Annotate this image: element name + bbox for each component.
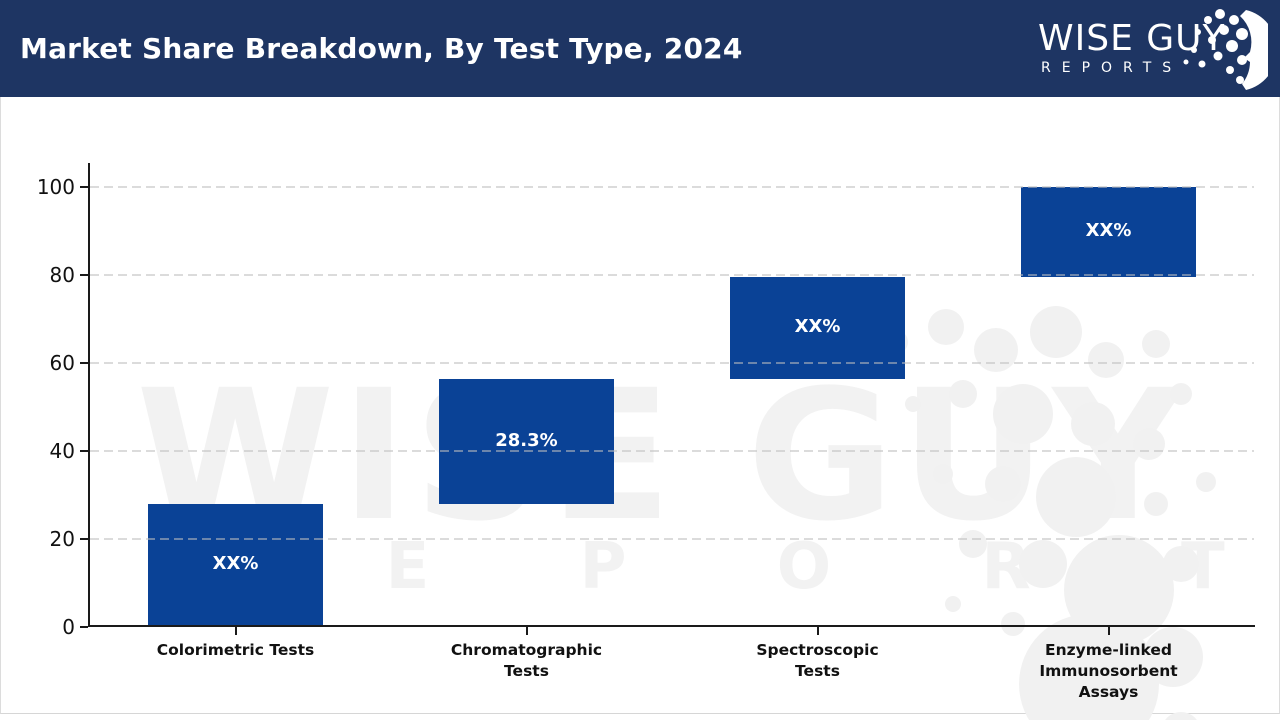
y-tick-mark xyxy=(80,186,88,188)
x-tick-mark xyxy=(816,627,819,635)
gridline xyxy=(90,362,1254,364)
gridline xyxy=(90,450,1254,452)
x-axis-line xyxy=(88,625,1255,627)
y-tick-label: 60 xyxy=(49,351,75,375)
x-category-label: Colorimetric Tests xyxy=(156,641,315,659)
bar-value-label: XX% xyxy=(1085,219,1132,241)
y-axis-line xyxy=(88,163,90,627)
logo-subtext: REPORTS xyxy=(1041,60,1183,76)
y-tick-mark xyxy=(80,450,88,452)
x-tick-mark xyxy=(234,627,237,635)
y-tick-label: 0 xyxy=(62,615,75,639)
gridline xyxy=(90,538,1254,540)
x-category-label: Chromatographic Tests xyxy=(450,641,603,680)
bar-value-label: 28.3% xyxy=(495,429,558,451)
y-tick-label: 40 xyxy=(49,439,75,463)
y-tick-label: 80 xyxy=(49,263,75,287)
waterfall-bar xyxy=(1021,187,1196,277)
y-tick-mark xyxy=(80,362,88,364)
logo-face-dots-icon xyxy=(1183,9,1268,90)
waterfall-bar xyxy=(148,503,323,627)
gridline xyxy=(90,274,1254,276)
logo-text: WISE GUY REPORTS xyxy=(1038,20,1226,77)
gridline xyxy=(90,186,1254,188)
y-tick-mark xyxy=(80,274,88,276)
x-category-label: Enzyme-linked Immunosorbent Assays xyxy=(1039,641,1178,701)
y-tick-mark xyxy=(80,538,88,540)
x-category-label: Spectroscopic Tests xyxy=(756,641,879,680)
bar-value-label: XX% xyxy=(212,553,259,575)
y-tick-label: 20 xyxy=(49,527,75,551)
waterfall-bar xyxy=(439,379,614,504)
page-title: Market Share Breakdown, By Test Type, 20… xyxy=(20,32,743,65)
header: Market Share Breakdown, By Test Type, 20… xyxy=(0,0,1280,97)
y-tick-label: 100 xyxy=(36,175,75,199)
x-tick-mark xyxy=(1107,627,1110,635)
x-tick-mark xyxy=(525,627,528,635)
bar-value-label: XX% xyxy=(794,316,841,338)
y-tick-mark xyxy=(80,626,88,628)
wise-guy-reports-logo: WISE GUY REPORTS xyxy=(1008,6,1268,92)
